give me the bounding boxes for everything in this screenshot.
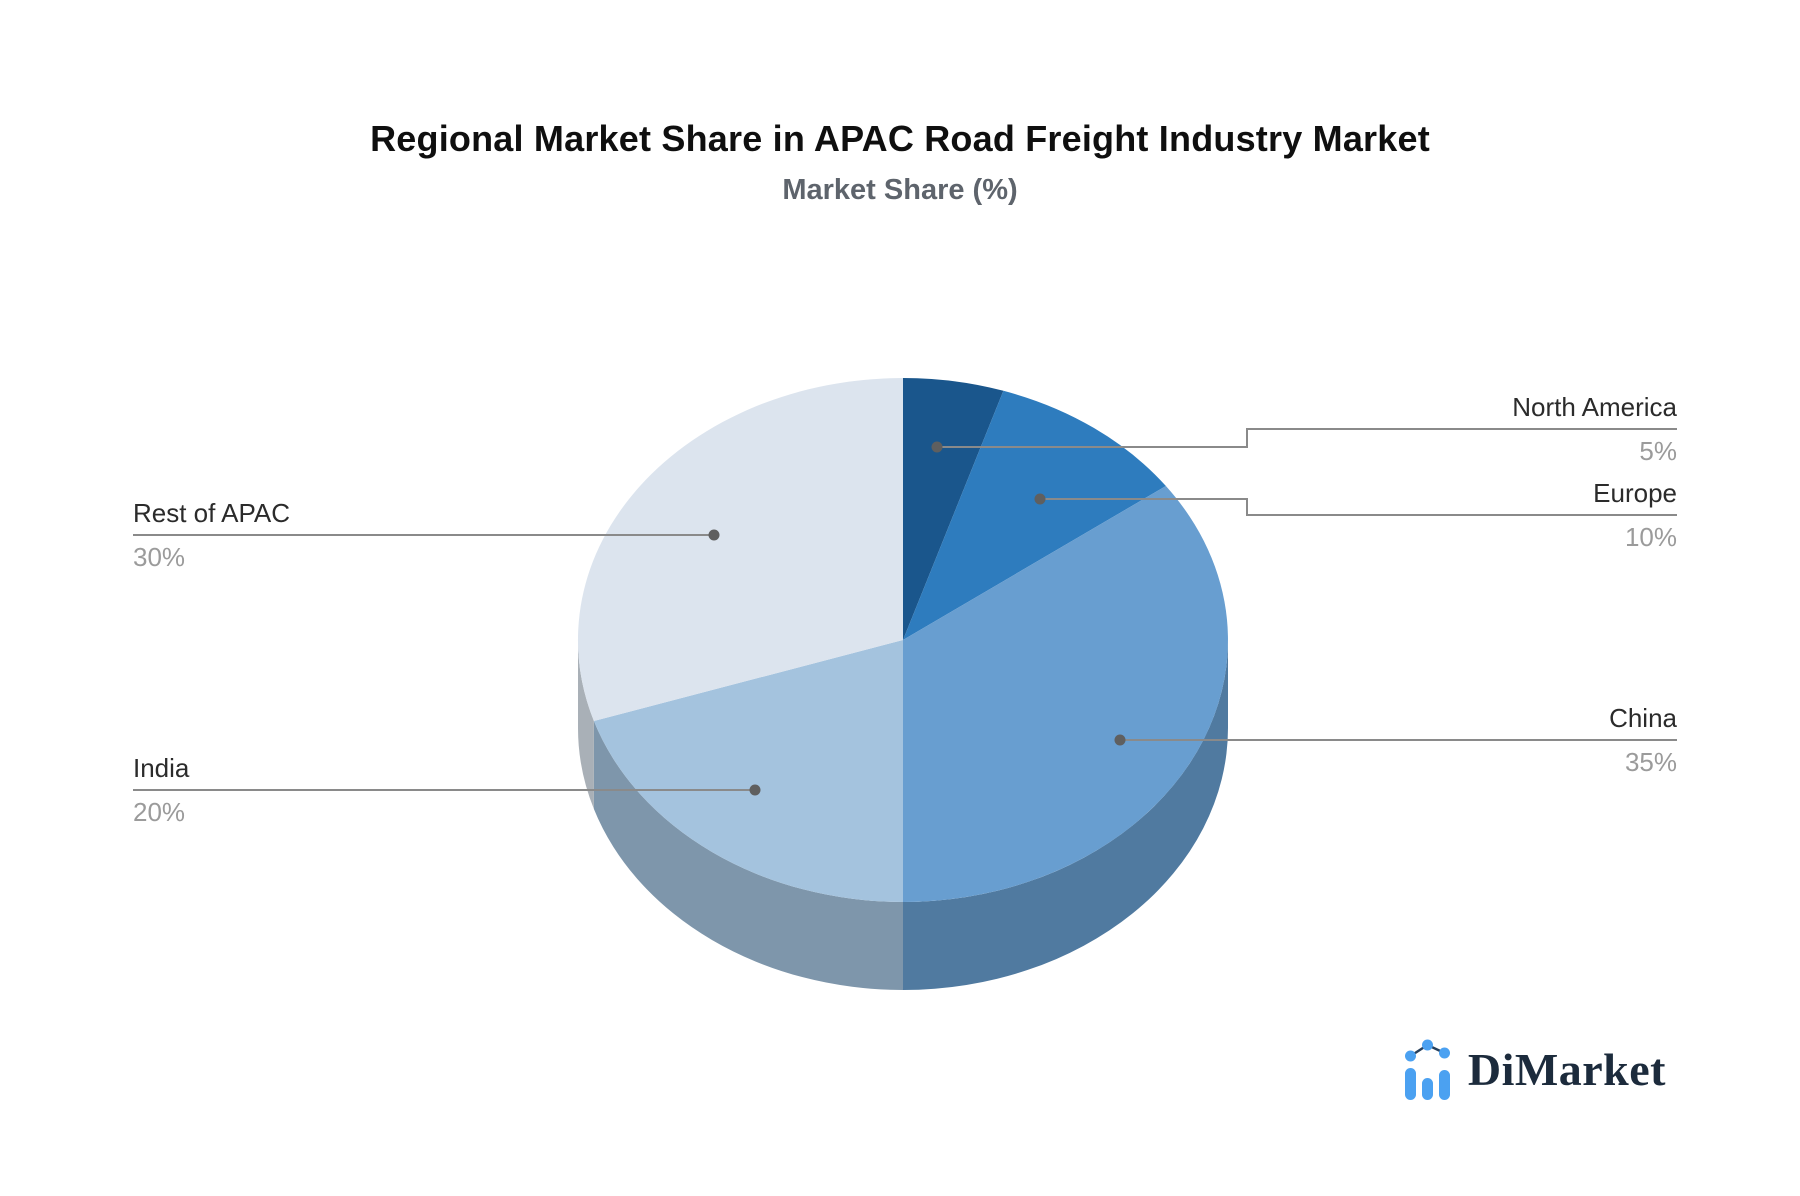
anchor-dot-rest-of-apac (708, 529, 720, 541)
pie-slice-india[interactable] (593, 640, 903, 902)
connector-europe (1040, 498, 1677, 516)
logo-text: DiMarket (1467, 1043, 1666, 1095)
slice-label-europe: Europe (1593, 478, 1677, 508)
pie-slice-north-america[interactable] (903, 378, 1004, 640)
pie-slice-side-china (903, 640, 1228, 990)
slice-value-europe: 10% (1624, 522, 1677, 552)
slice-label-china: China (1609, 703, 1677, 733)
pie-slice-europe[interactable] (903, 390, 1166, 640)
anchor-dot-north-america (931, 441, 943, 453)
slice-label-india: India (133, 753, 190, 783)
connector-north-america (937, 428, 1677, 448)
slice-value-rest-of-apac: 30% (133, 542, 186, 572)
connectors (133, 428, 1677, 796)
bar-line-chart-icon (1404, 1039, 1450, 1100)
slice-label-rest-of-apac: Rest of APAC (133, 498, 291, 528)
dimarket-logo: DiMarket (1404, 1038, 1666, 1100)
pie-slice-china[interactable] (903, 486, 1228, 902)
anchor-dot-india (749, 784, 761, 796)
chart-title: Regional Market Share in APAC Road Freig… (370, 118, 1430, 159)
anchor-dot-china (1114, 734, 1126, 746)
slice-value-china: 35% (1624, 747, 1677, 777)
slice-label-north-america: North America (1512, 392, 1677, 422)
slice-value-north-america: 5% (1639, 436, 1677, 466)
pie-slice-side-india (593, 721, 903, 990)
slice-value-india: 20% (133, 797, 186, 827)
pie-slice-rest-of-apac[interactable] (577, 378, 903, 721)
pie-slices (577, 378, 1228, 990)
anchor-dot-europe (1034, 493, 1046, 505)
chart-subtitle: Market Share (%) (782, 174, 1018, 206)
pie-slice-side-rest-of-apac (578, 640, 594, 809)
